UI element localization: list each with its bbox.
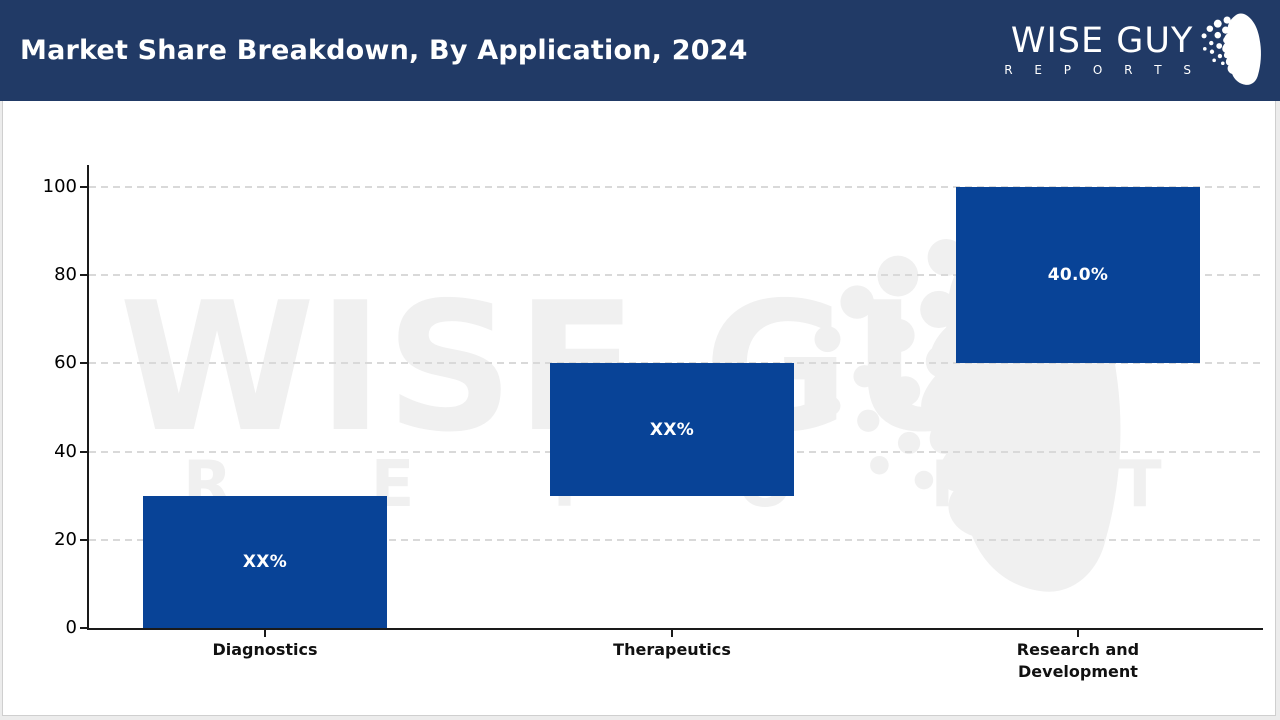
y-axis-line xyxy=(87,165,89,628)
gridline-20 xyxy=(89,538,1263,541)
y-tick-label-20: 20 xyxy=(54,528,77,550)
y-tick-label-60: 60 xyxy=(54,352,77,374)
wise-guy-reports-logo: WISE GUY R E P O R T S xyxy=(1004,11,1266,91)
y-tick-mark-0 xyxy=(80,627,87,629)
bar-value-label: XX% xyxy=(242,551,288,572)
chart-header: Market Share Breakdown, By Application, … xyxy=(0,0,1280,101)
x-category-label-text: Research and Development xyxy=(1016,640,1140,681)
y-tick-mark-100 xyxy=(80,186,87,189)
y-tick-label-100: 100 xyxy=(42,176,77,198)
logo-wordmark: WISE GUY xyxy=(1010,21,1194,61)
y-tick-mark-80 xyxy=(80,274,87,277)
x-axis-line xyxy=(87,628,1263,630)
bar-value-label: 40.0% xyxy=(1047,265,1109,286)
y-tick-mark-60 xyxy=(80,362,87,365)
x-tick-mark-0 xyxy=(263,630,266,637)
y-tick-label-40: 40 xyxy=(54,440,77,462)
logo-face-icon xyxy=(1194,11,1266,91)
bar-research-and-development: 40.0% xyxy=(955,187,1200,364)
gridline-100 xyxy=(89,186,1263,189)
x-category-label-text: Diagnostics xyxy=(212,640,318,659)
gridline-80 xyxy=(89,274,1263,277)
page-title: Market Share Breakdown, By Application, … xyxy=(20,35,748,66)
plot-area: 0 20 40 60 80 100 XX% Diagnostics XX% Therapeutic… xyxy=(43,165,1263,681)
bar-therapeutics: XX% xyxy=(550,363,794,496)
y-tick-label-0: 0 xyxy=(65,617,77,638)
x-tick-mark-1 xyxy=(671,630,673,637)
chart-canvas: WISE GUY R E P O R T S 020406080100XX%Di… xyxy=(2,101,1276,716)
logo-wordmark-block: WISE GUY R E P O R T S xyxy=(1004,21,1200,78)
y-tick-mark-40 xyxy=(80,450,87,453)
bar-value-label: XX% xyxy=(649,419,695,440)
x-tick-mark-2 xyxy=(1076,630,1079,637)
bar-diagnostics: XX% xyxy=(142,495,387,628)
x-category-label-1: Therapeutics xyxy=(613,639,731,661)
y-tick-mark-20 xyxy=(80,538,87,541)
y-tick-label-80: 80 xyxy=(54,264,77,286)
x-category-label-text: Therapeutics xyxy=(613,640,731,659)
x-category-label-2: Research and Development xyxy=(990,639,1165,682)
logo-reports-text: R E P O R T S xyxy=(1004,63,1200,77)
x-category-label-0: Diagnostics xyxy=(212,639,317,661)
